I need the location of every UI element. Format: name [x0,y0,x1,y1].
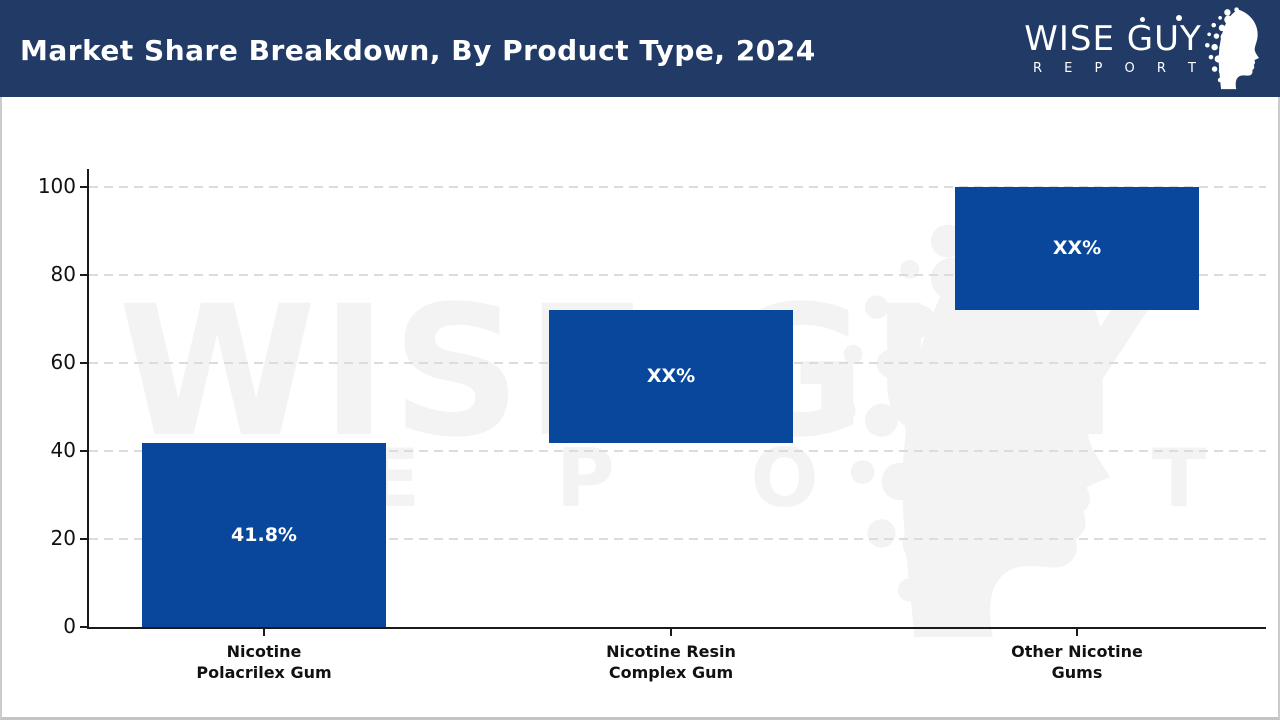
y-tick-label: 60 [50,349,76,374]
x-category-label: Other Nicotine Gums [1011,642,1143,682]
brand-accent-dot [1176,15,1182,21]
brand-wordmark: WISE GUY R E P O R T S [1024,15,1236,76]
y-tick-label: 0 [63,614,76,638]
y-tick-label: 80 [50,261,76,286]
brand-logo: WISE GUY R E P O R T S [1024,6,1264,92]
y-axis-tick [80,449,88,452]
brand-name-text: WISE GUY [1024,19,1202,59]
y-axis-tick [80,185,88,188]
x-axis-tick [263,629,265,636]
brand-accent-dot [1140,17,1145,22]
gridline [89,185,1266,188]
gridline [89,449,1266,452]
y-axis-tick [80,361,88,364]
y-axis-tick [80,537,88,540]
gridline [89,537,1266,540]
bar: XX% [549,309,793,443]
y-tick-label: 40 [50,437,76,462]
bar-value-label: XX% [646,365,696,388]
gridline [89,273,1266,276]
x-category-label: Nicotine Resin Complex Gum [606,642,736,682]
y-axis [87,169,89,629]
bar-value-label: 41.8% [231,523,297,546]
x-axis [87,627,1266,629]
x-axis-tick [1076,629,1078,636]
x-category-label: Nicotine Polacrilex Gum [196,642,332,682]
x-axis-tick [670,629,672,636]
page-title: Market Share Breakdown, By Product Type,… [20,34,816,67]
header: Market Share Breakdown, By Product Type,… [0,0,1280,97]
y-tick-label: 20 [50,525,76,550]
y-axis-tick [80,626,88,628]
brand-reports-text: R E P O R T S [1033,60,1236,76]
bar: XX% [955,186,1199,310]
brand-face-icon [1205,7,1259,90]
bar-value-label: XX% [1052,237,1102,260]
y-tick-label: 100 [37,173,76,198]
bar: 41.8% [142,442,386,627]
y-axis-tick [80,273,88,276]
